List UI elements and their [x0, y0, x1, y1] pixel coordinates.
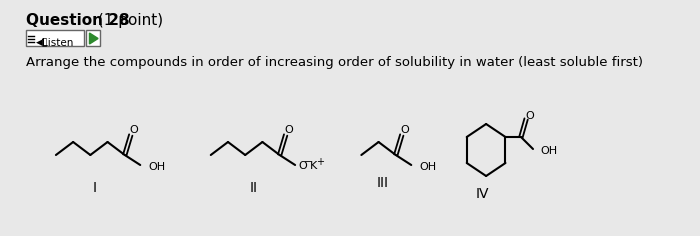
Text: +: + — [316, 157, 324, 167]
Text: OH: OH — [420, 162, 437, 172]
Text: OH: OH — [540, 146, 557, 156]
Text: O: O — [285, 125, 293, 135]
FancyBboxPatch shape — [86, 30, 100, 46]
Text: O: O — [298, 161, 307, 171]
Polygon shape — [90, 33, 98, 44]
Text: I: I — [92, 181, 97, 195]
Text: Question 28: Question 28 — [26, 13, 130, 28]
Text: −: − — [304, 157, 312, 167]
Text: IV: IV — [476, 187, 489, 201]
Text: II: II — [250, 181, 258, 195]
Text: O: O — [525, 111, 534, 121]
Text: Listen: Listen — [42, 38, 74, 49]
FancyBboxPatch shape — [26, 30, 84, 46]
Text: ◀⦿: ◀⦿ — [36, 38, 48, 47]
Text: (1 point): (1 point) — [93, 13, 163, 28]
Text: O: O — [130, 125, 139, 135]
Text: III: III — [377, 176, 389, 190]
Text: K: K — [309, 161, 317, 171]
Text: Arrange the compounds in order of increasing order of solubility in water (least: Arrange the compounds in order of increa… — [26, 56, 643, 69]
Text: OH: OH — [149, 162, 166, 172]
Text: O: O — [401, 125, 410, 135]
